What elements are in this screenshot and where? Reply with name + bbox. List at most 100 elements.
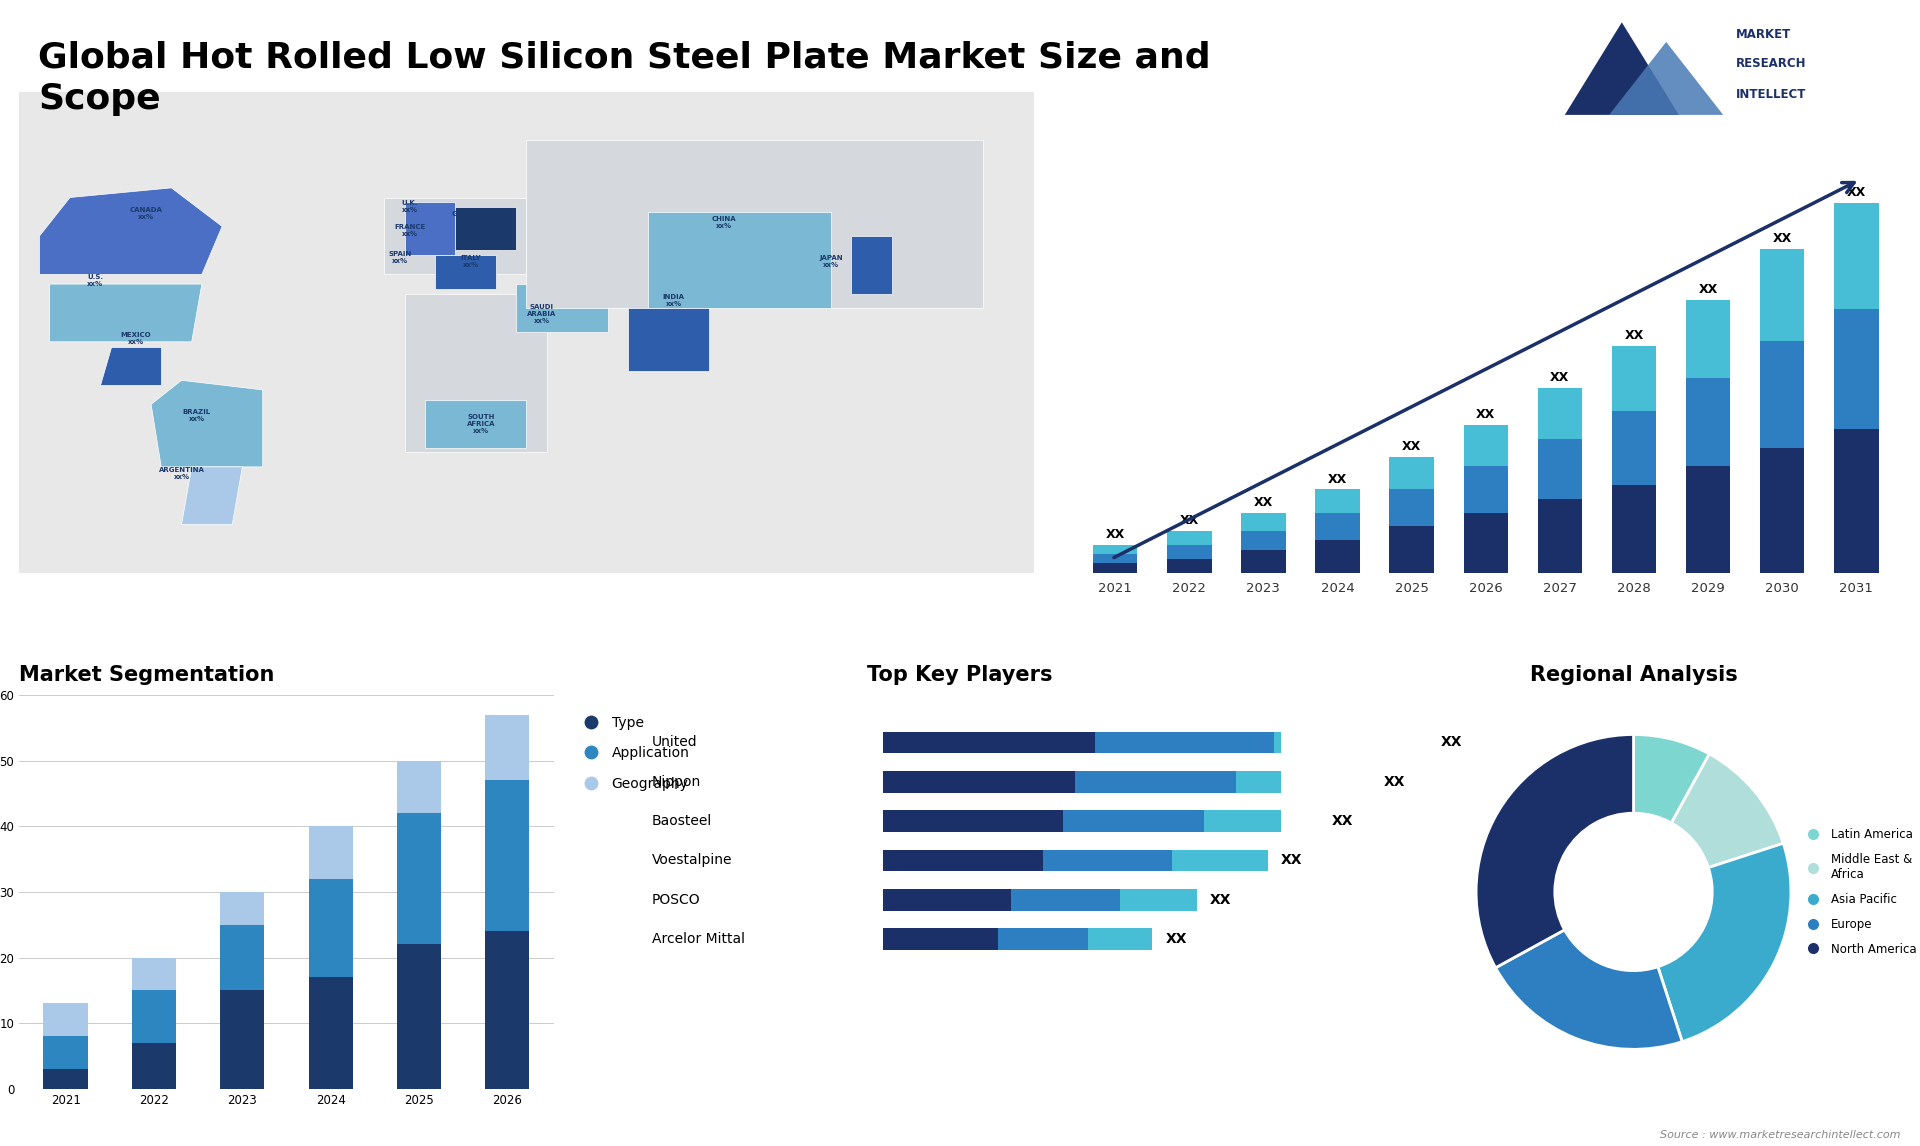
Bar [1043, 849, 1171, 871]
Bar [1315, 489, 1359, 512]
Bar [309, 978, 353, 1089]
Bar [1761, 249, 1805, 342]
Bar [221, 892, 265, 925]
Polygon shape [100, 346, 161, 385]
Bar [883, 889, 1012, 911]
Text: Market Segmentation: Market Segmentation [19, 665, 275, 685]
Bar [1611, 346, 1657, 410]
Title: Regional Analysis: Regional Analysis [1530, 665, 1738, 685]
Text: MARKET: MARKET [1736, 28, 1791, 41]
Bar [1167, 559, 1212, 573]
Text: United: United [653, 736, 697, 749]
Text: XX: XX [1402, 440, 1421, 454]
Wedge shape [1634, 735, 1709, 823]
Bar [1834, 203, 1878, 309]
Bar [883, 810, 1062, 832]
Bar [486, 780, 530, 932]
Text: FRANCE
xx%: FRANCE xx% [394, 223, 426, 237]
Bar [397, 814, 442, 944]
Bar [1167, 531, 1212, 545]
Bar [397, 761, 442, 814]
Polygon shape [455, 207, 516, 251]
Polygon shape [384, 197, 526, 274]
Bar [486, 932, 530, 1089]
Bar [1275, 731, 1428, 753]
Bar [1834, 309, 1878, 430]
Polygon shape [649, 212, 831, 308]
Bar [1463, 512, 1507, 573]
Wedge shape [1657, 843, 1791, 1042]
Text: MEXICO
xx%: MEXICO xx% [121, 332, 152, 345]
Text: XX: XX [1699, 283, 1718, 296]
Text: U.S.
xx%: U.S. xx% [86, 274, 104, 288]
Bar [1240, 531, 1286, 550]
Bar [309, 879, 353, 978]
Bar [44, 1004, 88, 1036]
Polygon shape [526, 140, 983, 308]
Wedge shape [1496, 929, 1682, 1050]
Text: Source : www.marketresearchintellect.com: Source : www.marketresearchintellect.com [1661, 1130, 1901, 1140]
Text: INTELLECT: INTELLECT [1736, 87, 1807, 101]
Text: CANADA
xx%: CANADA xx% [129, 207, 163, 220]
Bar [1062, 810, 1204, 832]
Text: CHINA
xx%: CHINA xx% [712, 215, 737, 229]
Polygon shape [628, 308, 708, 370]
Bar [1686, 378, 1730, 466]
Text: XX: XX [1106, 528, 1125, 541]
Text: JAPAN
xx%: JAPAN xx% [820, 256, 843, 268]
Polygon shape [436, 256, 495, 289]
Text: XX: XX [1382, 775, 1405, 788]
Bar [44, 1036, 88, 1069]
Text: INDIA
xx%: INDIA xx% [662, 293, 685, 307]
Text: XX: XX [1329, 473, 1348, 486]
Bar [1236, 771, 1371, 793]
Text: XX: XX [1476, 408, 1496, 421]
Text: XX: XX [1254, 496, 1273, 509]
Polygon shape [851, 236, 891, 293]
Polygon shape [152, 380, 263, 466]
Polygon shape [40, 188, 223, 274]
Bar [1204, 810, 1319, 832]
Bar [1611, 485, 1657, 573]
Bar [883, 928, 998, 950]
Bar [1390, 457, 1434, 489]
Bar [1121, 889, 1198, 911]
Text: Global Hot Rolled Low Silicon Steel Plate Market Size and
Scope: Global Hot Rolled Low Silicon Steel Plat… [38, 40, 1212, 116]
Bar [132, 990, 177, 1043]
Bar [132, 1043, 177, 1089]
Text: BRAZIL
xx%: BRAZIL xx% [182, 409, 211, 422]
Text: SPAIN
xx%: SPAIN xx% [388, 251, 411, 265]
Bar [1761, 448, 1805, 573]
Bar [1761, 342, 1805, 448]
Text: SAUDI
ARABIA
xx%: SAUDI ARABIA xx% [528, 305, 557, 324]
Text: XX: XX [1165, 932, 1187, 947]
Text: Baosteel: Baosteel [653, 814, 712, 829]
Text: GERMANY
xx%: GERMANY xx% [451, 211, 490, 223]
Bar [1089, 928, 1152, 950]
Legend: Latin America, Middle East &
Africa, Asia Pacific, Europe, North America: Latin America, Middle East & Africa, Asi… [1797, 824, 1920, 960]
Polygon shape [1609, 42, 1722, 115]
Bar [1538, 439, 1582, 499]
Bar [1834, 430, 1878, 573]
Text: U.K.
xx%: U.K. xx% [401, 199, 419, 213]
Bar [883, 849, 1043, 871]
Text: Voestalpine: Voestalpine [653, 854, 733, 868]
Bar [1463, 425, 1507, 466]
Bar [1538, 499, 1582, 573]
Wedge shape [1672, 754, 1784, 868]
Bar [1463, 466, 1507, 512]
Bar [397, 944, 442, 1089]
Bar [1686, 466, 1730, 573]
Bar [998, 928, 1089, 950]
Bar [1315, 512, 1359, 540]
Text: XX: XX [1847, 186, 1866, 199]
Text: Nippon: Nippon [653, 775, 701, 788]
Bar [1240, 512, 1286, 531]
Text: SOUTH
AFRICA
xx%: SOUTH AFRICA xx% [467, 414, 495, 434]
Wedge shape [1476, 735, 1634, 967]
Text: ITALY
xx%: ITALY xx% [461, 256, 482, 268]
Bar [309, 826, 353, 879]
Bar [883, 771, 1075, 793]
Bar [1092, 564, 1137, 573]
Polygon shape [405, 203, 455, 256]
